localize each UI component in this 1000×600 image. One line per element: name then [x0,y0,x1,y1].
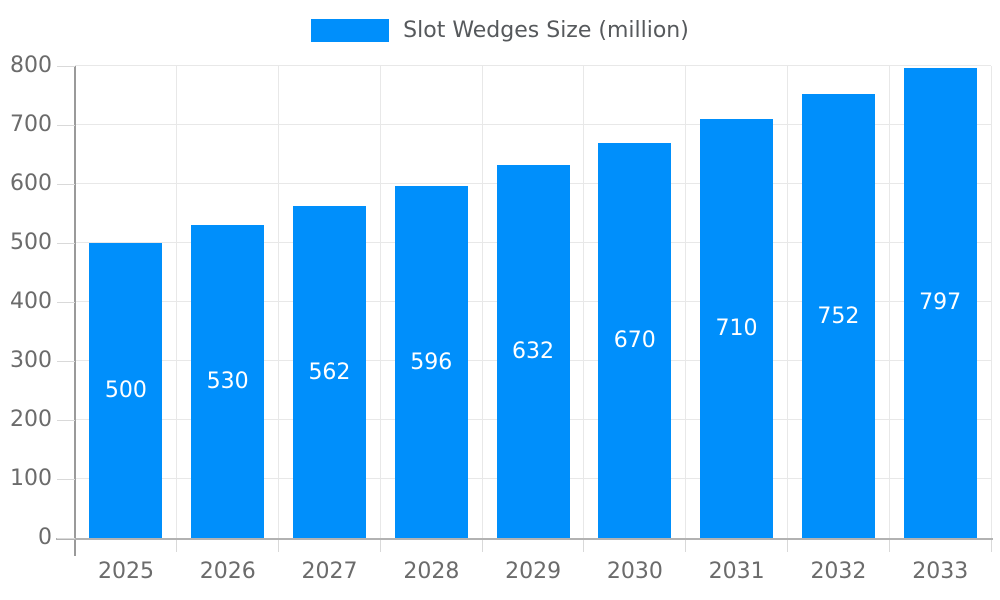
gridline-vertical [379,66,381,538]
y-axis-line [74,66,76,556]
y-axis-label: 200 [10,407,52,432]
x-axis-label: 2031 [708,559,765,584]
y-axis-label: 0 [38,525,52,550]
bar-2030[interactable]: 670 [598,142,672,538]
x-axis-tick [583,540,585,552]
bar-2026[interactable]: 530 [191,225,265,538]
legend-label: Slot Wedges Size (million) [403,18,689,43]
bar-value-label: 752 [817,303,860,329]
x-axis-label: 2029 [505,559,562,584]
x-axis-label: 2033 [912,559,969,584]
y-axis-label: 500 [10,230,52,255]
legend-color-swatch [311,19,390,42]
bar-2033[interactable]: 797 [903,67,977,538]
gridline-vertical [685,66,687,538]
bar-2025[interactable]: 500 [89,243,163,538]
x-axis-label: 2025 [98,559,154,584]
x-axis-tick [990,540,992,552]
x-axis-tick [481,540,483,552]
y-axis-label: 700 [10,112,52,137]
bar-2031[interactable]: 710 [700,119,774,538]
y-axis-label: 100 [10,466,52,491]
bar-value-label: 596 [410,349,453,375]
x-axis-tick [379,540,381,552]
x-axis-tick [685,540,687,552]
bar-value-label: 632 [512,339,554,365]
x-axis-label: 2028 [403,559,460,584]
x-axis-label: 2030 [606,559,663,584]
gridline-horizontal [75,65,991,66]
gridline-vertical [278,66,280,538]
gridline-horizontal [75,124,991,125]
gridline-vertical [176,66,178,538]
y-axis-tick [57,478,75,480]
y-axis-tick [57,419,75,421]
x-axis-line [56,538,993,540]
gridline-vertical [583,66,585,538]
x-axis-tick [888,540,890,552]
y-axis-label: 600 [10,171,52,196]
bar-2028[interactable]: 596 [394,186,468,538]
y-axis-label: 800 [10,53,52,78]
bar-value-label: 562 [308,359,351,385]
gridline-vertical [888,66,890,538]
y-axis-tick [57,124,75,126]
bar-2029[interactable]: 632 [496,165,570,538]
bar-value-label: 797 [919,290,962,316]
bar-value-label: 500 [104,378,147,403]
x-axis-label: 2026 [199,559,256,584]
x-axis-tick [786,540,788,552]
bar-value-label: 670 [613,327,656,353]
gridline-vertical [481,66,483,538]
y-axis-tick [57,183,75,185]
gridline-vertical [786,66,788,538]
y-axis-tick [57,301,75,303]
y-axis-tick [57,537,75,539]
y-axis-label: 400 [10,289,52,314]
bar-2032[interactable]: 752 [801,94,875,538]
bar-2027[interactable]: 562 [292,206,366,538]
x-axis-tick [278,540,280,552]
y-axis-label: 300 [10,348,52,373]
legend-item[interactable]: Slot Wedges Size (million) [0,18,1000,43]
x-axis-label: 2032 [810,559,867,584]
bar-value-label: 530 [206,369,249,395]
y-axis-tick [57,65,75,67]
x-axis-label: 2027 [301,559,358,584]
plot-area: 500 530 562 596 632 670 710 752 797 [75,65,992,538]
gridline-vertical [990,66,992,538]
y-axis-tick [57,242,75,244]
y-axis-tick [57,360,75,362]
x-axis-tick [176,540,178,552]
bar-value-label: 710 [715,316,758,342]
